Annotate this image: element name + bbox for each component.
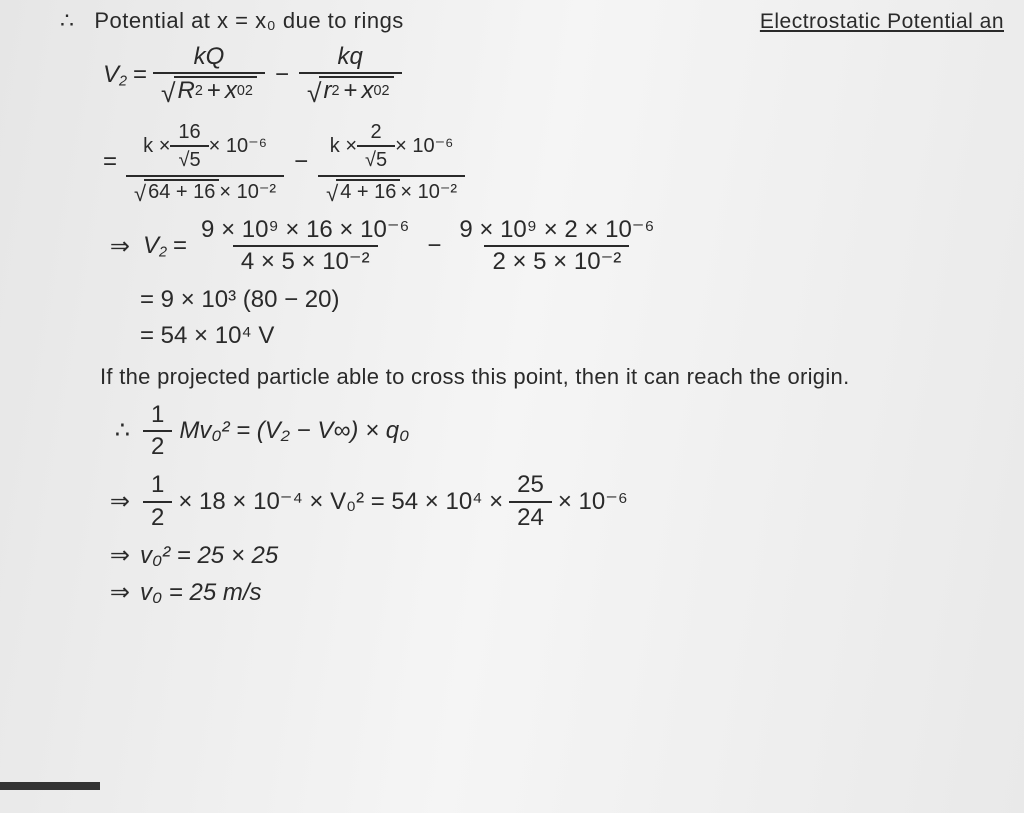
- eq6-tail: Mv₀² = (V₂ − V∞) × q₀: [179, 417, 409, 445]
- equation-1: V2 = kQ √ R2 + x02 − kq: [100, 42, 1008, 109]
- eq8-lead: ⇒: [60, 541, 140, 570]
- eq1-t2-sqrt: √ r2 + x02: [307, 76, 394, 106]
- eq2-d2-rad: 4 + 16: [336, 179, 400, 205]
- eq2-d1-tail: × 10⁻²: [219, 181, 276, 203]
- eq7-mid: × 18 × 10⁻⁴ × V₀² = 54 × 10⁴ ×: [178, 487, 503, 516]
- equation-5: = 54 × 10⁴ V: [60, 322, 1008, 350]
- eq1-lhs: V2: [103, 61, 127, 90]
- plus: +: [339, 78, 361, 104]
- eq7-f2num: 25: [509, 470, 552, 500]
- eq2-n1-tail: × 10⁻⁶: [209, 135, 267, 157]
- eq1-t2-r: r: [323, 78, 331, 104]
- equation-4: = 9 × 10³ (80 − 20): [60, 286, 1008, 314]
- eq1-t1-R: R: [178, 78, 195, 104]
- eq1-minus: −: [271, 61, 293, 89]
- eq7-lead: ⇒: [60, 487, 140, 516]
- eq4-text: = 9 × 10³ (80 − 20): [140, 286, 339, 314]
- eq2-n2-fnum: 2: [363, 119, 390, 145]
- eq2-n2-tail: × 10⁻⁶: [395, 135, 453, 157]
- eq2-d2-tail: × 10⁻²: [400, 181, 457, 203]
- eq2-n1-fnum: 16: [170, 119, 208, 145]
- eq3-arrow: ⇒: [60, 232, 140, 261]
- eq6-fnum: 1: [143, 400, 172, 430]
- eq5-text: = 54 × 10⁴ V: [140, 322, 274, 350]
- eq1-t1-sqrt: √ R2 + x02: [161, 76, 257, 106]
- equation-6: ∴ 1 2 Mv₀² = (V₂ − V∞) × q₀: [60, 400, 1008, 463]
- eq2-lead: =: [103, 148, 117, 176]
- plus: +: [203, 78, 225, 104]
- eq2-minus: −: [290, 148, 312, 176]
- eq3-lhs: V2: [143, 232, 167, 261]
- header-left: ∴ Potential at x = x₀ due to rings: [60, 8, 404, 34]
- eq9-lead: ⇒: [60, 578, 140, 607]
- eq3-term1: 9 × 10⁹ × 16 × 10⁻⁶ 4 × 5 × 10⁻²: [193, 215, 417, 278]
- header-left-text: Potential at x = x₀ due to rings: [94, 8, 403, 33]
- equation-3: ⇒ V2 = 9 × 10⁹ × 16 × 10⁻⁶ 4 × 5 × 10⁻² …: [60, 215, 1008, 278]
- equation-7: ⇒ 1 2 × 18 × 10⁻⁴ × V₀² = 54 × 10⁴ × 25 …: [60, 470, 1008, 533]
- eq7-f1den: 2: [143, 501, 172, 533]
- bottom-rule: [0, 782, 100, 790]
- header-right-text: Electrostatic Potential an: [760, 10, 1008, 34]
- eq2-n2-fden: √5: [357, 145, 395, 173]
- eq6-lead: ∴: [60, 416, 140, 445]
- eq3-t1-den: 4 × 5 × 10⁻²: [233, 245, 378, 277]
- eq1-equals: =: [133, 61, 147, 89]
- eq1-term2: kq √ r2 + x02: [299, 42, 402, 109]
- eq8-text: v₀² = 25 × 25: [140, 542, 278, 570]
- eq1-t2-num: kq: [338, 44, 363, 70]
- eq1-term1: kQ √ R2 + x02: [153, 42, 265, 109]
- eq1-t1-num: kQ: [194, 44, 225, 70]
- therefore-symbol: ∴: [60, 8, 75, 33]
- eq7-f1num: 1: [143, 470, 172, 500]
- eq6-fden: 2: [143, 430, 172, 462]
- eq3-t2-num: 9 × 10⁹ × 2 × 10⁻⁶: [451, 215, 662, 245]
- eq3-minus: −: [423, 232, 445, 260]
- eq3-eq: =: [173, 232, 187, 260]
- eq1-t2-x: x: [361, 78, 373, 104]
- eq2-term1: k × 16 √5 × 10⁻⁶ √64 + 16 × 10⁻²: [126, 117, 284, 207]
- header-row: ∴ Potential at x = x₀ due to rings Elect…: [60, 8, 1008, 34]
- eq2-n1-k: k ×: [143, 135, 170, 157]
- eq2-d1-rad: 64 + 16: [144, 179, 219, 205]
- eq3-term2: 9 × 10⁹ × 2 × 10⁻⁶ 2 × 5 × 10⁻²: [451, 215, 662, 278]
- eq2-term2: k × 2 √5 × 10⁻⁶ √4 + 16 × 10⁻²: [318, 117, 465, 207]
- eq3-t1-num: 9 × 10⁹ × 16 × 10⁻⁶: [193, 215, 417, 245]
- eq2-n2-k: k ×: [330, 135, 357, 157]
- eq9-text: v₀ = 25 m/s: [140, 579, 262, 607]
- eq2-n1-fden: √5: [170, 145, 208, 173]
- body-text-1: If the projected particle able to cross …: [100, 364, 1008, 390]
- equation-2: = k × 16 √5 × 10⁻⁶ √64 + 16 × 10⁻² −: [100, 117, 1008, 207]
- eq1-t1-x: x: [225, 78, 237, 104]
- equation-8: ⇒ v₀² = 25 × 25: [60, 541, 1008, 570]
- equation-9: ⇒ v₀ = 25 m/s: [60, 578, 1008, 607]
- eq7-f2den: 24: [509, 501, 552, 533]
- eq7-tail: × 10⁻⁶: [558, 487, 628, 516]
- eq3-t2-den: 2 × 5 × 10⁻²: [484, 245, 629, 277]
- page: ∴ Potential at x = x₀ due to rings Elect…: [0, 0, 1024, 813]
